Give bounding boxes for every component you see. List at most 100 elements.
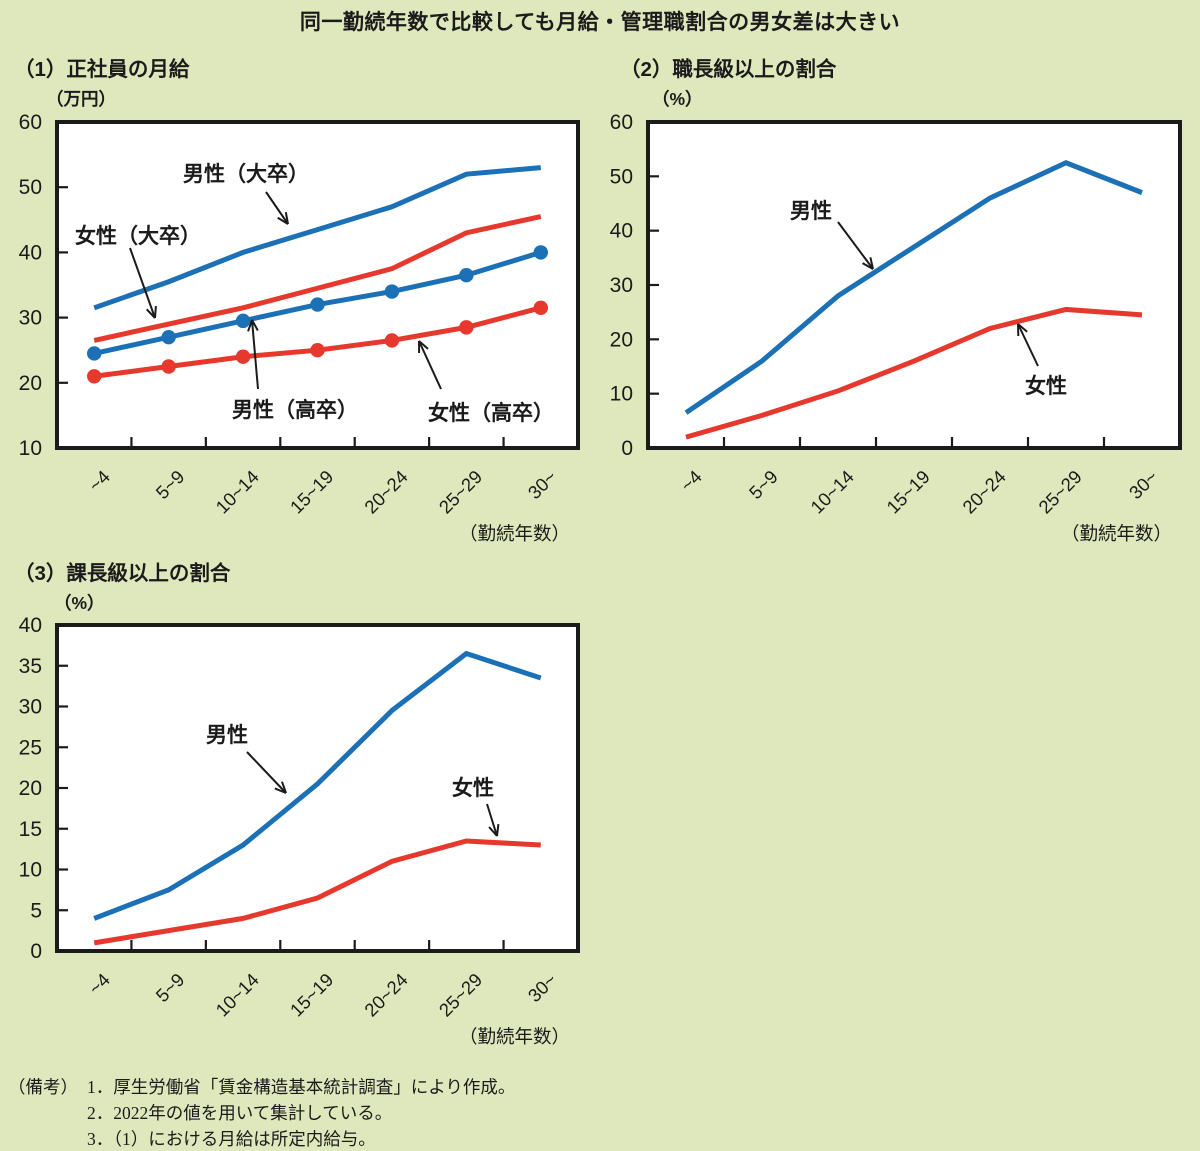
y-tick-label: 50 — [610, 165, 633, 188]
y-tick-label: 60 — [19, 111, 42, 134]
series-label: 女性 — [452, 776, 494, 800]
series-marker-2 — [459, 268, 474, 283]
annotation-arrowhead — [862, 262, 874, 270]
x-category-label: 5~9 — [151, 969, 188, 1006]
chart-2-y-unit: （%） — [652, 89, 703, 109]
y-tick-label: 60 — [610, 111, 633, 134]
chart-2-canvas: 60 50 40 30 20 10 0 ~4 5~9 10~14 15~19 20~24 25~29 30… — [610, 111, 1182, 544]
series-label: 女性 — [1025, 374, 1067, 398]
annotation-arrow — [246, 751, 287, 794]
x-category-label: 25~29 — [435, 466, 487, 518]
series-label: 男性（大卒） — [183, 162, 309, 186]
notes-items: 1．厚生労働省「賃金構造基本統計調査」により作成。 2．2022年の値を用いて集… — [87, 1074, 515, 1151]
series-marker-2 — [384, 284, 400, 299]
y-tick-label: 10 — [19, 437, 42, 460]
x-category-label: 15~19 — [286, 466, 338, 518]
x-category-label: 25~29 — [1034, 466, 1086, 518]
x-category-label: 15~19 — [882, 466, 934, 518]
series-marker-2 — [235, 313, 251, 329]
y-tick-label: 20 — [19, 372, 42, 395]
annotation-arrow — [837, 221, 874, 270]
notes: （備考） 1．厚生労働省「賃金構造基本統計調査」により作成。 2．2022年の値… — [8, 1074, 515, 1151]
x-category-label: 30~ — [1125, 466, 1162, 503]
x-axis-unit-label: （勤続年数） — [459, 1026, 570, 1047]
annotation-arrowhead — [869, 257, 874, 270]
series-label: 男性（高卒） — [232, 398, 358, 422]
x-category-label: 15~19 — [286, 969, 338, 1021]
notes-label: （備考） — [8, 1077, 78, 1097]
annotation-arrowhead — [284, 212, 289, 225]
x-category-label: 10~14 — [211, 969, 263, 1021]
series-marker-2 — [161, 329, 176, 345]
annotation-arrow — [418, 340, 442, 390]
annotation-arrowhead — [281, 781, 287, 794]
series-marker-3 — [87, 369, 102, 384]
y-tick-label: 30 — [19, 307, 42, 330]
y-tick-label: 0 — [621, 437, 633, 460]
series-marker-2 — [533, 245, 548, 260]
annotation-arrow — [486, 803, 498, 837]
note-item-2: 2．2022年の値を用いて集計している。 — [87, 1103, 393, 1123]
chart-1-y-unit: （万円） — [46, 89, 116, 109]
series-marker-3 — [533, 300, 548, 316]
annotation-arrowhead — [274, 787, 287, 794]
annotation-arrow — [251, 319, 259, 390]
series-marker-3 — [459, 320, 474, 335]
plot-area — [646, 120, 1182, 450]
series-line-0 — [684, 160, 1143, 415]
x-category-label: 30~ — [524, 969, 561, 1006]
x-axis-unit-label: （勤続年数） — [1061, 523, 1172, 544]
y-tick-label: 30 — [610, 274, 633, 297]
x-category-label: 25~29 — [435, 969, 487, 1021]
series-marker-2 — [310, 297, 325, 312]
x-category-label: ~4 — [84, 466, 114, 496]
x-category-label: 5~9 — [151, 466, 188, 503]
y-tick-label: 0 — [30, 940, 42, 963]
x-category-label: 20~24 — [958, 466, 1010, 518]
x-category-label: ~4 — [676, 466, 706, 496]
chart-3-title: （3）課長級以上の割合 — [14, 562, 231, 585]
y-tick-label: 15 — [19, 818, 42, 841]
x-category-label: 5~9 — [745, 466, 782, 503]
series-label: 男性 — [206, 723, 248, 747]
annotation-arrowhead — [145, 308, 156, 319]
series-line-1 — [93, 838, 541, 946]
series-marker-2 — [87, 346, 102, 361]
series-marker-3 — [235, 349, 251, 364]
y-tick-label: 10 — [610, 383, 633, 406]
chart-1-title: （1）正社員の月給 — [14, 58, 190, 81]
y-tick-label: 25 — [19, 736, 42, 759]
x-category-label: 10~14 — [211, 466, 263, 518]
series-line-1 — [93, 214, 542, 343]
series-marker-3 — [384, 333, 400, 348]
y-tick-label: 20 — [19, 777, 42, 800]
y-tick-label: 20 — [610, 328, 633, 351]
y-tick-label: 30 — [19, 696, 42, 719]
series-line-1 — [685, 306, 1143, 440]
annotation-arrowhead — [488, 826, 498, 837]
x-category-label: 30~ — [524, 466, 561, 503]
annotation-arrow — [1017, 323, 1039, 367]
series-marker-3 — [161, 359, 176, 374]
x-category-label: 10~14 — [806, 466, 858, 518]
y-tick-label: 50 — [19, 176, 42, 199]
chart-3-canvas: 40 35 30 25 20 15 10 5 0 ~4 5~9 10~14 15~19 20~24 25~2… — [19, 614, 580, 1047]
y-tick-label: 10 — [19, 859, 42, 882]
annotation-arrow — [265, 191, 289, 225]
chart-2-title: （2）職長級以上の割合 — [620, 58, 837, 81]
y-tick-label: 5 — [30, 899, 42, 922]
annotation-arrowhead — [154, 305, 157, 319]
x-axis-unit-label: （勤続年数） — [459, 523, 570, 544]
annotation-arrow — [129, 247, 156, 319]
chart-3-y-unit: （%） — [54, 593, 105, 613]
series-line-0 — [93, 165, 542, 311]
x-category-label: 20~24 — [360, 466, 412, 518]
series-marker-3 — [310, 343, 325, 358]
annotation-arrowhead — [496, 823, 500, 837]
annotation-arrowhead — [277, 216, 289, 225]
y-tick-label: 40 — [610, 220, 633, 243]
annotation-arrowhead — [1017, 323, 1028, 333]
y-tick-label: 35 — [19, 655, 42, 678]
series-label: 女性（高卒） — [428, 401, 554, 425]
